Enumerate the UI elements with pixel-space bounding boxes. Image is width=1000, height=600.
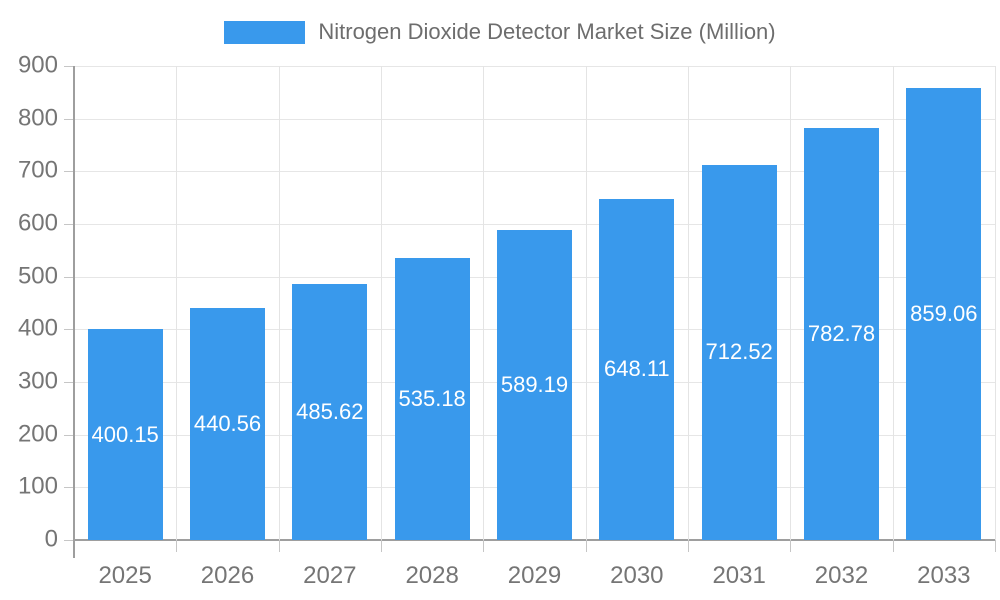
x-tick-label: 2028 [405,562,459,589]
bar[interactable] [599,198,675,540]
y-tick-label: 100 [17,472,58,500]
x-tick-label: 2027 [303,562,357,589]
y-tick [64,171,74,173]
gridline-v [688,66,689,540]
x-tick [688,540,689,552]
gridline-v [995,66,996,540]
bar[interactable] [906,87,982,540]
gridline-h [74,66,995,67]
bar-value-label: 859.06 [910,300,978,326]
y-tick-label: 0 [44,525,58,553]
y-tick [64,540,74,541]
x-tick [892,540,894,552]
y-tick-label: 900 [17,51,58,79]
gridline-v [278,66,280,540]
legend-swatch [224,20,306,44]
x-tick [585,540,587,552]
gridline-v [790,66,792,540]
bar[interactable] [190,307,265,540]
y-tick-label: 800 [17,104,58,132]
gridline-h [74,118,995,120]
bar[interactable] [804,127,879,540]
x-tick [176,540,178,552]
bar-value-label: 535.18 [398,386,466,412]
bar-value-label: 782.78 [807,320,876,346]
bar-value-label: 400.15 [91,421,159,447]
x-tick-label: 2029 [507,562,562,589]
bar-value-label: 589.19 [500,371,569,397]
y-tick-label: 400 [17,314,58,342]
gridline-v [483,66,485,540]
y-tick-label: 700 [17,156,58,184]
gridline-v [176,66,178,540]
bar-value-label: 440.56 [193,410,262,436]
y-tick [64,382,74,383]
bar-value-label: 712.52 [705,339,773,365]
x-tick [381,540,382,552]
bar[interactable] [497,229,572,540]
y-tick-label: 500 [17,262,58,290]
x-axis-line [74,539,995,541]
x-tick-label: 2025 [98,562,152,589]
x-tick-label: 2033 [917,562,971,589]
gridline-v [381,66,382,540]
y-tick-label: 600 [17,209,58,237]
x-tick [483,540,485,552]
y-tick [64,276,74,278]
y-tick [64,487,74,489]
x-tick [995,540,996,552]
bar-value-label: 485.62 [296,399,364,425]
bar[interactable] [701,164,777,540]
gridline-v [892,66,894,540]
legend[interactable]: Nitrogen Dioxide Detector Market Size (M… [0,17,1000,47]
x-tick [790,540,792,552]
bar[interactable] [87,329,163,540]
y-tick [64,434,74,436]
y-tick-label: 300 [17,367,58,395]
y-tick-label: 200 [17,420,58,448]
gridline-v [585,66,587,540]
y-axis-line [73,66,75,558]
x-tick-label: 2026 [200,562,255,589]
bar-value-label: 648.11 [604,356,670,382]
x-tick-label: 2032 [814,562,869,589]
x-tick-label: 2030 [610,562,664,589]
x-tick-label: 2031 [712,562,766,589]
y-tick [64,329,74,331]
bar[interactable] [394,258,470,540]
legend-label: Nitrogen Dioxide Detector Market Size (M… [318,19,776,44]
x-tick [278,540,280,552]
bar[interactable] [292,284,368,540]
gridline-h [74,171,995,173]
y-tick [64,66,74,67]
y-tick [64,224,74,225]
y-tick [64,118,74,120]
gridline-h [74,224,995,225]
